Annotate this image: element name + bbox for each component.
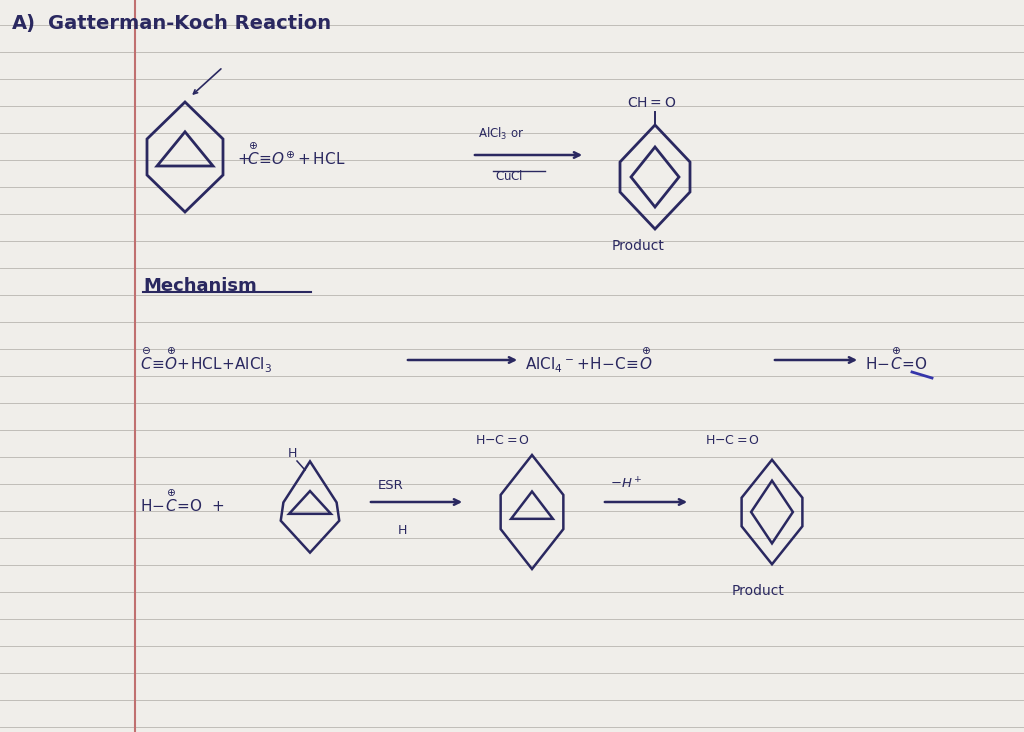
Text: Mechanism: Mechanism <box>143 277 257 295</box>
Text: $\mathrm{H}\!-\!\overset{\oplus}{C}\!=\!\mathrm{O}$  $+$: $\mathrm{H}\!-\!\overset{\oplus}{C}\!=\!… <box>140 489 224 515</box>
Text: H$-$C$=$O: H$-$C$=$O <box>705 434 760 447</box>
Text: H: H <box>398 524 408 537</box>
Text: CH$=$O: CH$=$O <box>627 96 676 110</box>
Text: $\mathrm{AlCl_3}$ or: $\mathrm{AlCl_3}$ or <box>478 126 524 142</box>
Text: $+\!\overset{\oplus}{C}\!\equiv\! O^{\!\oplus}\!+\mathrm{HCL}$: $+\!\overset{\oplus}{C}\!\equiv\! O^{\!\… <box>237 142 345 168</box>
Text: ESR: ESR <box>378 479 403 492</box>
Text: $-H^+$: $-H^+$ <box>610 477 642 492</box>
Text: Product: Product <box>612 239 665 253</box>
Text: Product: Product <box>732 584 784 598</box>
Text: $\overset{\ominus}{C}\!\equiv\!\overset{\oplus}{O}$$\!+\!\mathrm{HCL}\!+\!\mathr: $\overset{\ominus}{C}\!\equiv\!\overset{… <box>140 346 272 375</box>
Text: $\mathrm{H}\!-\!\overset{\oplus}{C}\!=\!\mathrm{O}$: $\mathrm{H}\!-\!\overset{\oplus}{C}\!=\!… <box>865 347 928 373</box>
Text: H: H <box>288 447 297 460</box>
Text: Gatterman-Koch Reaction: Gatterman-Koch Reaction <box>48 14 331 33</box>
Text: H$-$C$=$O: H$-$C$=$O <box>475 434 530 447</box>
Text: A): A) <box>12 14 36 33</box>
Text: $\mathrm{AlCl_4}^-\!+\!\mathrm{H}\!-\!\mathrm{C}\!\equiv\!\overset{\oplus}{O}$: $\mathrm{AlCl_4}^-\!+\!\mathrm{H}\!-\!\m… <box>525 346 652 375</box>
Text: $\mathrm{CuCl}$: $\mathrm{CuCl}$ <box>495 169 523 183</box>
